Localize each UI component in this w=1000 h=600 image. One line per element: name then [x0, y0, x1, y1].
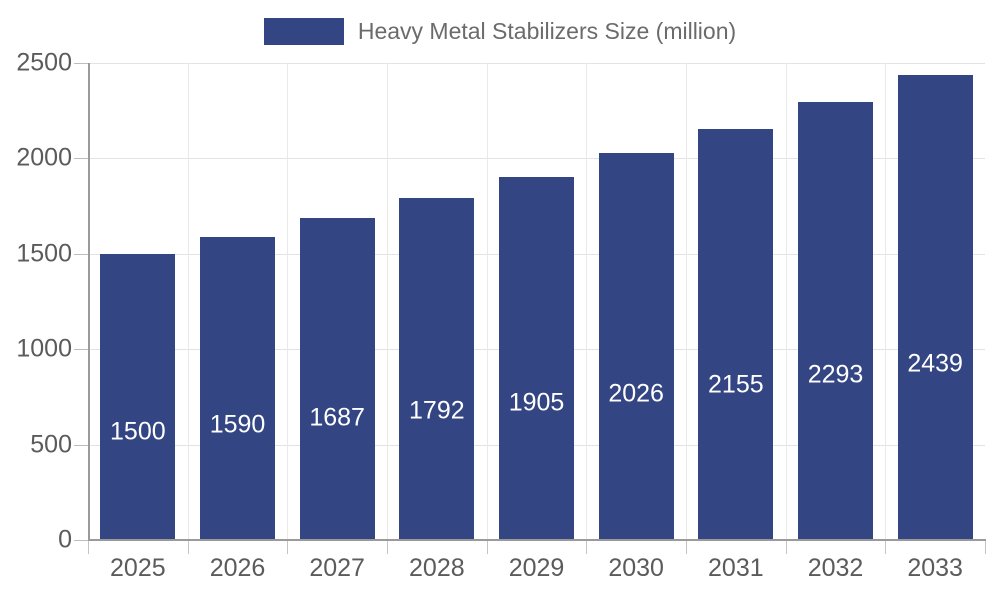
y-axis-tick-mark [74, 349, 88, 350]
x-axis-tick-label: 2033 [907, 554, 963, 582]
x-axis-tick-label: 2027 [309, 554, 365, 582]
gridline-vertical [487, 63, 488, 540]
chart-legend[interactable]: Heavy Metal Stabilizers Size (million) [0, 10, 1000, 52]
x-axis-tick-mark [586, 541, 587, 554]
legend-color-swatch-icon [263, 17, 344, 45]
y-axis-tick-mark [74, 540, 88, 541]
bar[interactable] [100, 253, 176, 540]
bar-value-label: 1792 [409, 396, 465, 425]
bar[interactable] [897, 74, 973, 540]
gridline-horizontal [88, 158, 985, 160]
bar-value-label: 1905 [508, 388, 565, 417]
x-axis-tick-mark [188, 541, 189, 554]
y-axis-tick-mark [74, 254, 88, 255]
y-axis-tick-label: 500 [30, 430, 72, 459]
x-axis-tick-label: 2029 [508, 554, 565, 582]
bar[interactable] [499, 176, 574, 540]
y-axis-tick-mark [74, 445, 88, 446]
x-axis-tick-label: 2026 [209, 554, 266, 582]
gridline-vertical [686, 63, 687, 540]
y-axis-tick-labels: 0 500 1000 1500 2000 2500 [0, 0, 72, 600]
x-axis-tick-mark [985, 541, 986, 554]
bar[interactable] [798, 102, 873, 540]
bar-value-label: 1500 [110, 417, 166, 446]
gridline-vertical [586, 63, 587, 540]
x-axis-tick-mark [686, 541, 687, 554]
bar[interactable] [399, 198, 475, 540]
x-axis-tick-label: 2032 [807, 554, 864, 582]
x-axis-tick-mark [786, 541, 787, 554]
plot-area: 1500 1590 1687 1792 1905 2026 2155 2293 2439 [88, 63, 985, 541]
x-axis-tick-mark [287, 541, 288, 554]
bar-value-label: 2293 [807, 360, 864, 389]
x-axis-tick-mark [387, 541, 388, 554]
gridline-vertical [885, 63, 886, 540]
x-axis-tick-mark [88, 541, 89, 554]
gridline-horizontal [88, 63, 985, 64]
bar[interactable] [299, 218, 375, 540]
y-axis-tick-mark [74, 158, 88, 159]
gridline-vertical [387, 63, 388, 540]
y-axis-tick-label: 0 [58, 525, 72, 554]
x-axis-tick-label: 2025 [110, 554, 166, 582]
bar-value-label: 1590 [209, 410, 266, 439]
bar[interactable] [698, 128, 774, 540]
bar-value-label: 2155 [708, 370, 764, 399]
bar-value-label: 2439 [907, 349, 963, 378]
y-axis-tick-label: 2000 [16, 143, 72, 172]
bar-value-label: 1687 [309, 403, 365, 432]
bar[interactable] [598, 153, 674, 540]
x-axis-tick-label: 2030 [608, 554, 664, 582]
x-axis-tick-mark [487, 541, 488, 554]
x-axis-tick-mark [885, 541, 886, 554]
y-axis-tick-mark [74, 63, 88, 64]
y-axis-tick-label: 1000 [16, 334, 72, 363]
gridline-vertical [287, 63, 288, 540]
bar[interactable] [200, 236, 275, 540]
legend-label: Heavy Metal Stabilizers Size (million) [357, 17, 737, 44]
bar-value-label: 2026 [608, 379, 664, 408]
y-axis-tick-label: 2500 [16, 48, 72, 77]
x-axis-tick-label: 2028 [409, 554, 465, 582]
x-axis-line [88, 539, 986, 541]
gridline-vertical [786, 63, 787, 540]
y-axis-line [88, 63, 90, 541]
x-axis-tick-label: 2031 [708, 554, 764, 582]
gridline-vertical [188, 63, 189, 540]
y-axis-tick-label: 1500 [16, 239, 72, 268]
